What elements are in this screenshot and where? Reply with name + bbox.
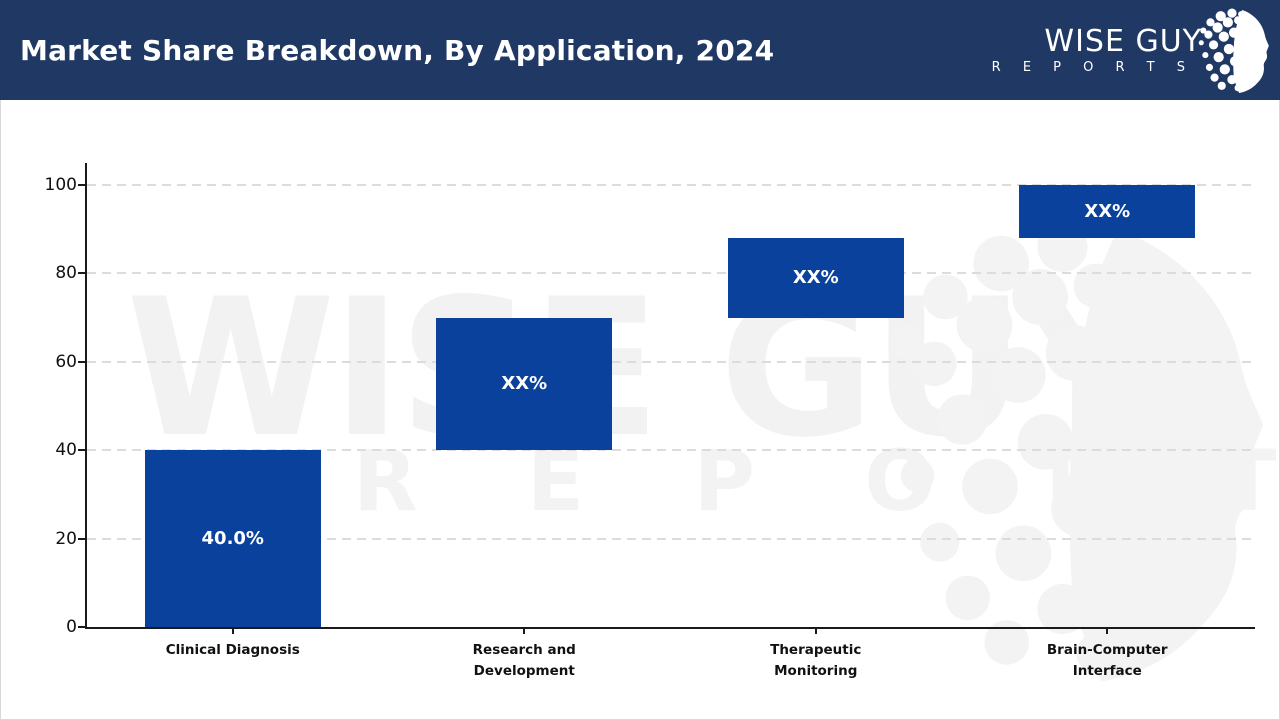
bar-value-label: XX% (792, 267, 839, 289)
brand-subline: R E P O R T S (991, 60, 1194, 75)
y-tick-mark (78, 449, 85, 452)
head-profile-icon (1198, 8, 1269, 93)
gridline (87, 360, 1253, 363)
header-bar: Market Share Breakdown, By Application, … (0, 0, 1280, 100)
gridline (87, 449, 1253, 452)
bar-value-label: 40.0% (201, 528, 264, 550)
watermark-wordmark: WISE GUY (126, 258, 1159, 479)
watermark-head-icon (889, 221, 1263, 682)
x-category-label: Research and Development (472, 642, 576, 679)
y-tick-label: 0 (66, 617, 77, 637)
y-tick-label: 100 (44, 175, 77, 195)
y-tick-mark (78, 537, 85, 540)
y-tick-mark (78, 626, 85, 628)
x-category-label: Brain-Computer Interface (1046, 642, 1168, 679)
gridline (87, 537, 1253, 540)
chart-area: WISE GUY R E P O R T S 02040608010040.0%… (0, 100, 1280, 720)
x-tick-mark (1106, 629, 1109, 634)
x-tick-mark (231, 629, 234, 634)
x-axis-line (85, 627, 1255, 629)
bar-segment: XX% (436, 317, 613, 451)
x-tick-mark (814, 629, 817, 634)
bar-segment: XX% (727, 238, 904, 318)
y-axis-line (85, 163, 87, 629)
y-tick-label: 20 (55, 528, 77, 549)
bar-segment: XX% (1019, 185, 1196, 239)
y-tick-label: 60 (55, 351, 77, 372)
y-tick-mark (78, 184, 85, 186)
y-tick-mark (78, 272, 85, 275)
brand-wordmark: WISE GUY (1044, 24, 1202, 59)
page-title: Market Share Breakdown, By Application, … (20, 33, 775, 67)
x-category-label: Clinical Diagnosis (165, 642, 300, 658)
x-category-label: Therapeutic Monitoring (770, 642, 862, 679)
y-tick-label: 40 (55, 440, 77, 461)
bar-value-label: XX% (1084, 201, 1131, 223)
y-tick-label: 80 (55, 263, 77, 284)
bar-segment: 40.0% (144, 450, 321, 627)
bar-value-label: XX% (501, 373, 548, 395)
y-tick-mark (78, 360, 85, 363)
gridline (87, 184, 1253, 186)
x-tick-mark (523, 629, 526, 634)
gridline (87, 272, 1253, 275)
brand-logo: WISE GUY R E P O R T S (992, 0, 1269, 100)
